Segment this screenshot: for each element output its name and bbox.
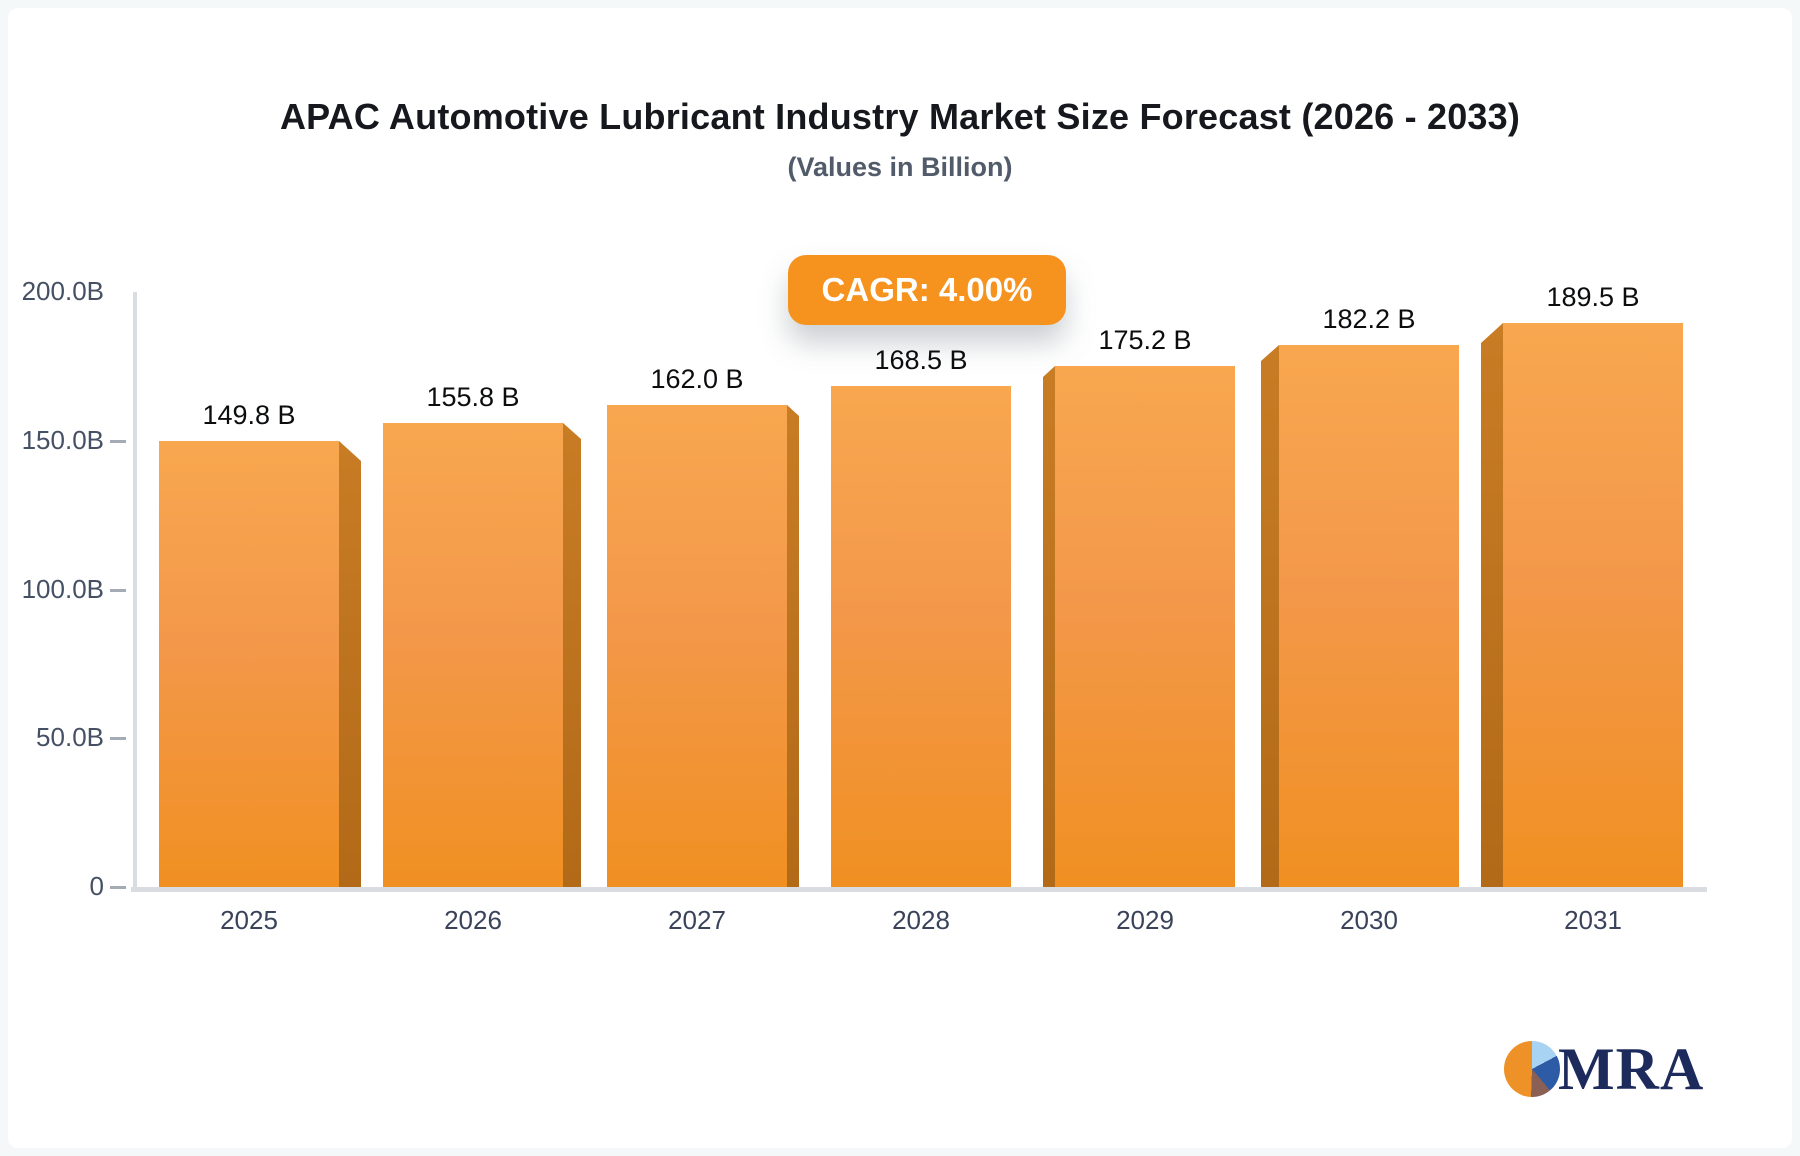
y-axis-line (133, 292, 137, 892)
y-tick-mark (110, 886, 126, 889)
bar-side-face (1481, 323, 1503, 887)
cagr-badge-label: CAGR: 4.00% (821, 271, 1033, 308)
x-tick-label-2027: 2027 (668, 905, 726, 935)
bar-2025 (159, 441, 339, 887)
bar-2026 (383, 423, 563, 887)
bar-side-face (787, 405, 799, 887)
mra-logo: MRA (1504, 1038, 1704, 1100)
bar-value-label: 189.5 B (1546, 282, 1640, 312)
y-tick-mark (110, 737, 126, 740)
bar-2030 (1279, 345, 1459, 887)
bar-2027 (607, 405, 787, 887)
bar-2028 (831, 386, 1011, 887)
y-tick-label-50: 50.0B (36, 722, 104, 752)
bar-side-face (1043, 366, 1055, 887)
bar-value-label: 155.8 B (426, 382, 520, 412)
x-tick-label-2025: 2025 (220, 905, 278, 935)
y-tick-mark (110, 589, 126, 592)
y-tick-label-200: 200.0B (21, 276, 104, 306)
bar-value-label: 175.2 B (1098, 325, 1192, 355)
x-tick-label-2029: 2029 (1116, 905, 1174, 935)
bar-value-label: 149.8 B (202, 400, 296, 430)
y-tick-label-100: 100.0B (21, 574, 104, 604)
x-axis-line (131, 887, 1707, 892)
bar-value-label: 168.5 B (874, 345, 968, 375)
y-tick-mark (110, 440, 126, 443)
x-tick-label-2026: 2026 (444, 905, 502, 935)
y-tick-label-0: 0 (89, 871, 104, 901)
pie-chart-logo-icon (1504, 1041, 1560, 1097)
chart-title: APAC Automotive Lubricant Industry Marke… (279, 96, 1521, 137)
bar-side-face (339, 441, 361, 887)
chart-card: APAC Automotive Lubricant Industry Marke… (8, 8, 1792, 1148)
logo-text: MRA (1558, 1036, 1705, 1102)
bar-2029 (1055, 366, 1235, 887)
cagr-badge: CAGR: 4.00% (788, 255, 1066, 325)
bar-side-face (563, 423, 581, 887)
x-tick-label-2031: 2031 (1564, 905, 1622, 935)
x-tick-label-2028: 2028 (892, 905, 950, 935)
bar-2031 (1503, 323, 1683, 887)
bar-value-label: 182.2 B (1322, 304, 1416, 334)
chart-subtitle: (Values in Billion) (787, 152, 1013, 182)
x-tick-label-2030: 2030 (1340, 905, 1398, 935)
y-tick-label-150: 150.0B (21, 425, 104, 455)
plot-area: 149.8 B 155.8 B 162.0 B 168.5 B 175.2 B 182.2… (137, 282, 1705, 887)
bar-value-label: 162.0 B (650, 364, 744, 394)
bar-side-face (1261, 345, 1279, 887)
